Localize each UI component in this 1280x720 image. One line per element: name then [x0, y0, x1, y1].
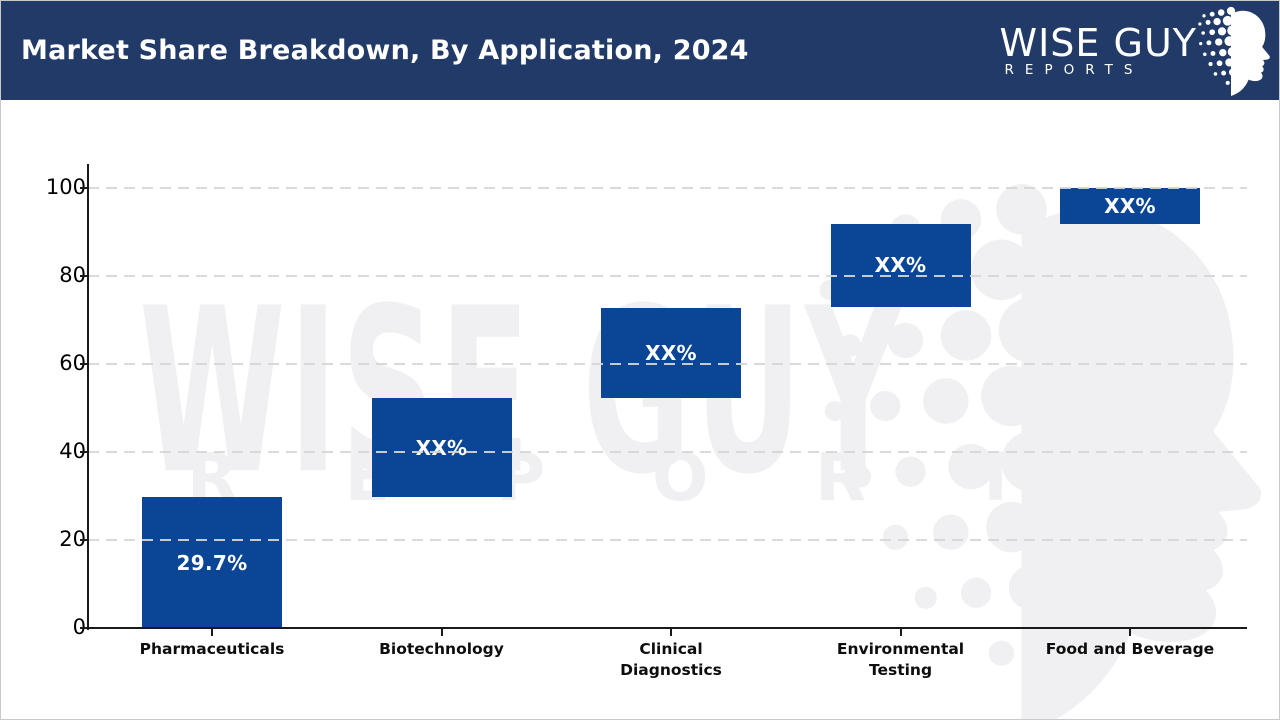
y-tick-mark-100 [80, 187, 87, 189]
x-axis-line [82, 627, 1247, 629]
y-axis-line [87, 164, 89, 630]
x-tick-label-line: Clinical [639, 640, 703, 658]
y-tick-label-0: 0 [73, 615, 86, 639]
y-tick-mark-60 [80, 363, 87, 365]
x-tick-label-line: Testing [868, 661, 933, 679]
logo-face-icon [1198, 6, 1270, 96]
bar-pharmaceuticals: 29.7% [142, 497, 282, 628]
y-tick-mark-40 [80, 451, 87, 453]
x-tick-mark-environmental-testing [899, 629, 902, 636]
logo-subtitle: REPORTS [1004, 62, 1144, 79]
x-tick-label-line: Biotechnology [379, 640, 504, 658]
x-tick-mark-food-and-beverage [1129, 629, 1131, 636]
x-tick-label-line: Diagnostics [620, 661, 722, 679]
logo-wordmark: WISE GUY [999, 20, 1197, 65]
gridline-20 [88, 539, 1247, 541]
x-tick-mark-biotechnology [440, 629, 443, 636]
chart-title: Market Share Breakdown, By Application, … [21, 35, 749, 66]
x-tick-label-food-and-beverage: Food and Beverage [1010, 639, 1250, 660]
bar-value-label: XX% [415, 435, 468, 460]
x-tick-label-line: Pharmaceuticals [139, 640, 285, 658]
x-tick-label-line: Food and Beverage [1045, 640, 1215, 658]
wiseguy-logo: WISE GUY REPORTS [1000, 5, 1275, 97]
x-tick-label-environmental-testing: Environmental Testing [781, 639, 1021, 681]
bar-environmental-testing: XX% [830, 224, 971, 307]
x-tick-label-biotechnology: Biotechnology [322, 639, 562, 660]
y-tick-label-100: 100 [45, 175, 86, 200]
y-tick-mark-80 [80, 275, 87, 277]
logo-text: WISE GUY REPORTS [999, 20, 1197, 79]
x-tick-label-line: Environmental [836, 640, 965, 658]
x-tick-mark-clinical-diagnostics [670, 629, 672, 636]
bar-food-and-beverage: XX% [1060, 188, 1200, 225]
bar-value-label: 29.7% [176, 550, 248, 575]
bar-clinical-diagnostics: XX% [601, 308, 741, 398]
bar-value-label: XX% [874, 253, 927, 278]
gridline-40 [88, 451, 1247, 453]
bar-biotechnology: XX% [371, 397, 512, 498]
x-tick-mark-pharmaceuticals [211, 629, 213, 636]
gridline-60 [88, 363, 1247, 365]
y-tick-mark-0 [80, 627, 87, 629]
bar-value-label: XX% [645, 340, 697, 365]
y-tick-mark-20 [80, 539, 87, 541]
gridline-80 [88, 275, 1247, 277]
header: Market Share Breakdown, By Application, … [1, 1, 1279, 100]
gridline-100 [88, 187, 1247, 189]
x-tick-label-clinical-diagnostics: Clinical Diagnostics [551, 639, 791, 681]
x-tick-label-pharmaceuticals: Pharmaceuticals [92, 639, 332, 660]
bar-value-label: XX% [1104, 194, 1156, 219]
